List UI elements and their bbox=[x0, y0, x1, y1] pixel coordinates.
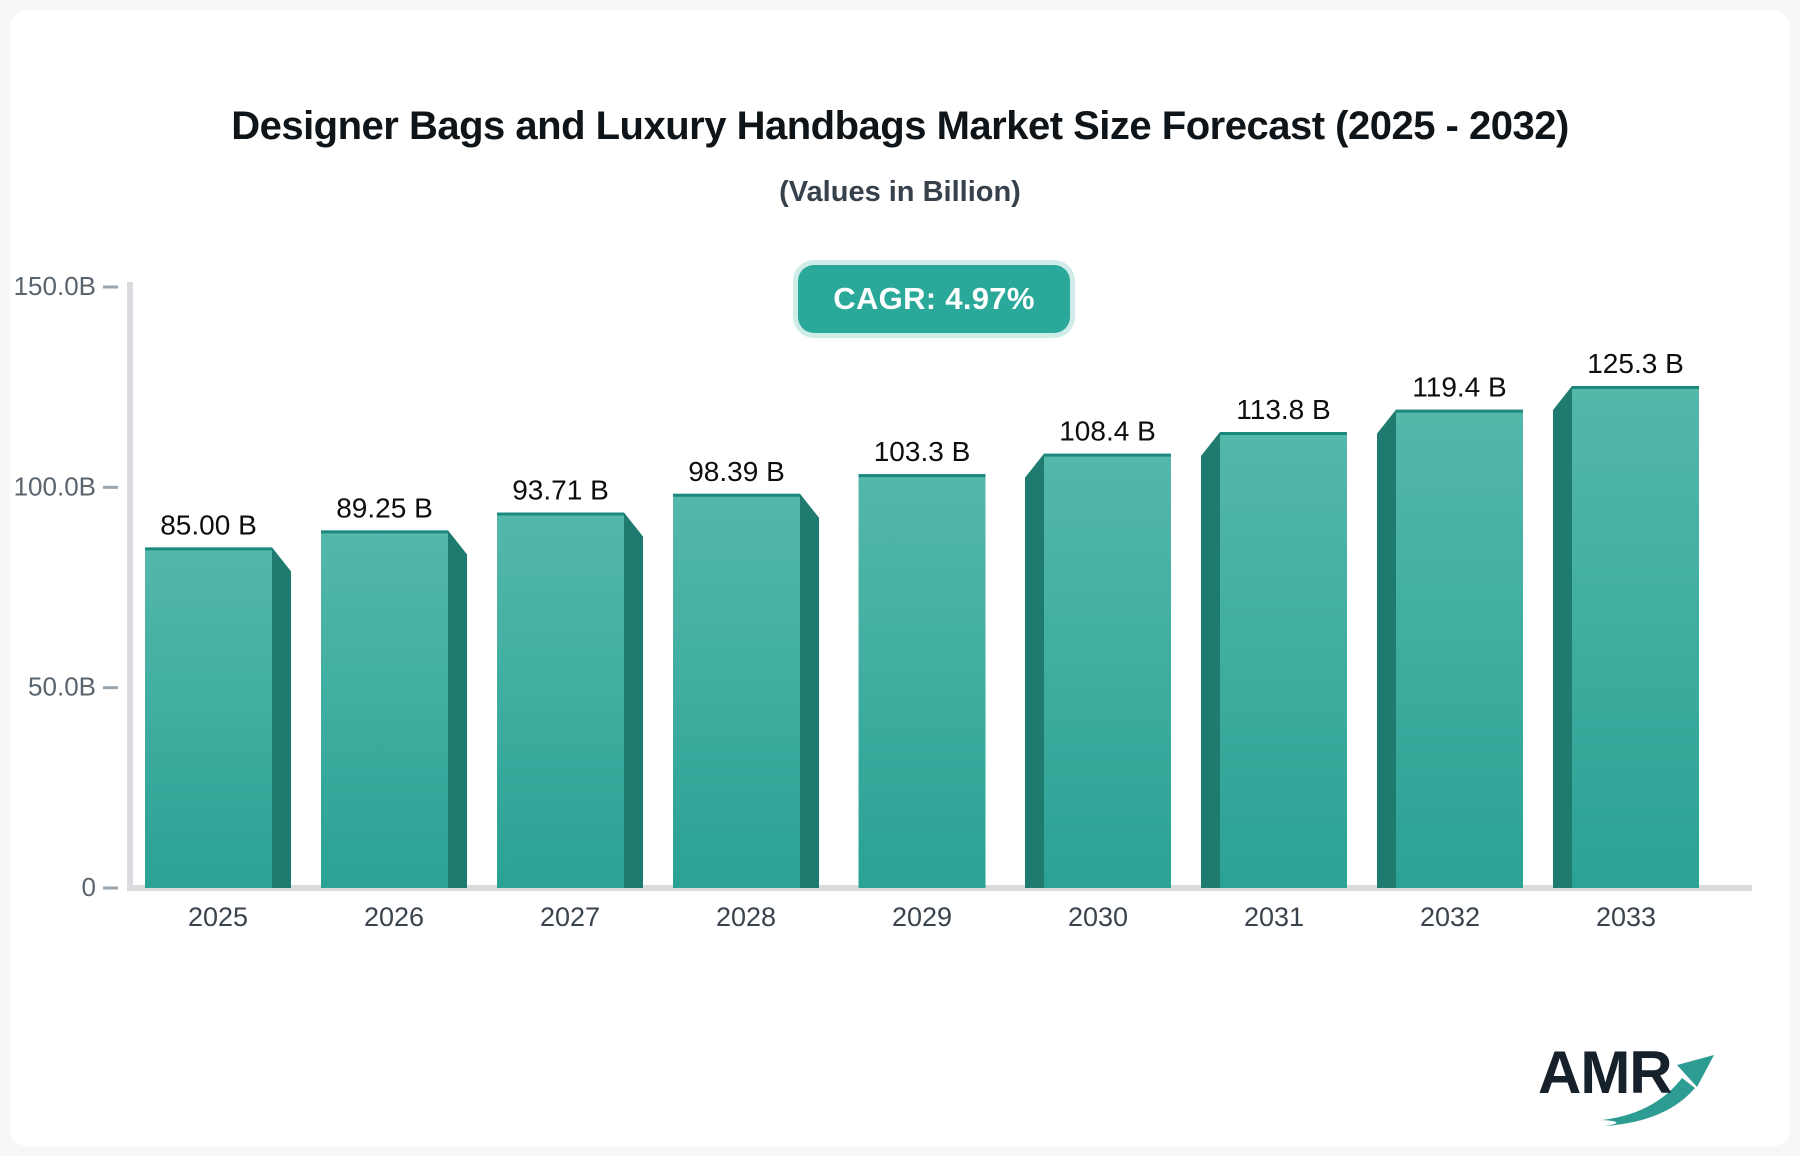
bar bbox=[145, 547, 272, 888]
bar bbox=[673, 493, 800, 888]
x-axis-label: 2032 bbox=[1420, 902, 1480, 932]
bar-side bbox=[1553, 385, 1572, 888]
cagr-badge: CAGR: 4.97% bbox=[798, 265, 1070, 333]
x-axis-label: 2026 bbox=[364, 902, 424, 932]
x-axis-label: 2025 bbox=[188, 902, 248, 932]
bar bbox=[1220, 432, 1347, 888]
bar-value-label: 103.3 B bbox=[874, 436, 971, 467]
x-axis-label: 2028 bbox=[716, 902, 776, 932]
bar bbox=[1044, 453, 1171, 888]
y-axis-label: 150.0B bbox=[14, 271, 96, 301]
bar-value-label: 89.25 B bbox=[336, 492, 433, 523]
x-axis-label: 2033 bbox=[1596, 902, 1656, 932]
chart-subtitle: (Values in Billion) bbox=[779, 176, 1021, 208]
bar-value-label: 93.71 B bbox=[512, 475, 609, 506]
chart-card: Designer Bags and Luxury Handbags Market… bbox=[10, 10, 1790, 1146]
bar-side bbox=[448, 530, 467, 888]
bar bbox=[1572, 385, 1699, 888]
x-axis-label: 2031 bbox=[1244, 902, 1304, 932]
bar-side bbox=[272, 547, 291, 888]
x-axis-label: 2027 bbox=[540, 902, 600, 932]
bar-value-label: 108.4 B bbox=[1059, 416, 1156, 447]
bar-value-label: 125.3 B bbox=[1587, 348, 1684, 379]
bar-side bbox=[1025, 453, 1044, 888]
bar-value-label: 113.8 B bbox=[1236, 394, 1330, 425]
bar-side bbox=[1377, 409, 1396, 888]
bar bbox=[1396, 409, 1523, 888]
x-axis-label: 2029 bbox=[892, 902, 952, 932]
bar-value-label: 119.4 B bbox=[1412, 372, 1506, 403]
y-axis-label: 0 bbox=[82, 872, 96, 902]
y-axis-label: 50.0B bbox=[28, 672, 96, 702]
bar bbox=[858, 474, 986, 888]
amr-logo: AMR bbox=[1532, 1038, 1762, 1138]
bar-chart: 0 50.0B 100.0B 150.0B 85.00 B 2025 89.25 B 2026… bbox=[14, 271, 1752, 932]
x-axis-label: 2030 bbox=[1068, 902, 1128, 932]
growth-arrow-icon bbox=[1602, 1055, 1714, 1126]
bar-side bbox=[624, 512, 643, 888]
bar bbox=[497, 512, 624, 888]
bar-value-label: 85.00 B bbox=[160, 509, 257, 540]
bar bbox=[321, 530, 448, 888]
bar-side bbox=[1201, 432, 1220, 888]
y-axis-label: 100.0B bbox=[14, 471, 96, 501]
bar-value-label: 98.39 B bbox=[688, 456, 785, 487]
bar-side bbox=[800, 493, 819, 888]
chart-title: Designer Bags and Luxury Handbags Market… bbox=[231, 104, 1569, 148]
amr-logo-text: AMR bbox=[1538, 1039, 1673, 1106]
